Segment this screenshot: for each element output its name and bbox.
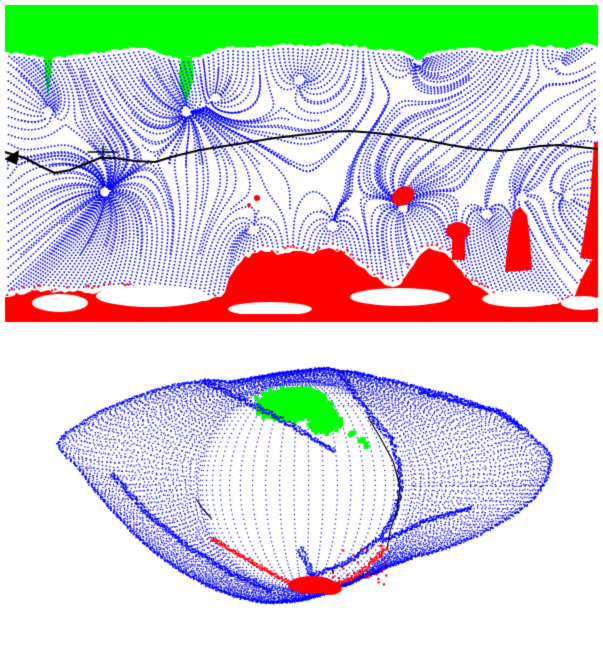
field-map-panel bbox=[0, 0, 603, 330]
warped-sphere-panel bbox=[0, 330, 603, 645]
